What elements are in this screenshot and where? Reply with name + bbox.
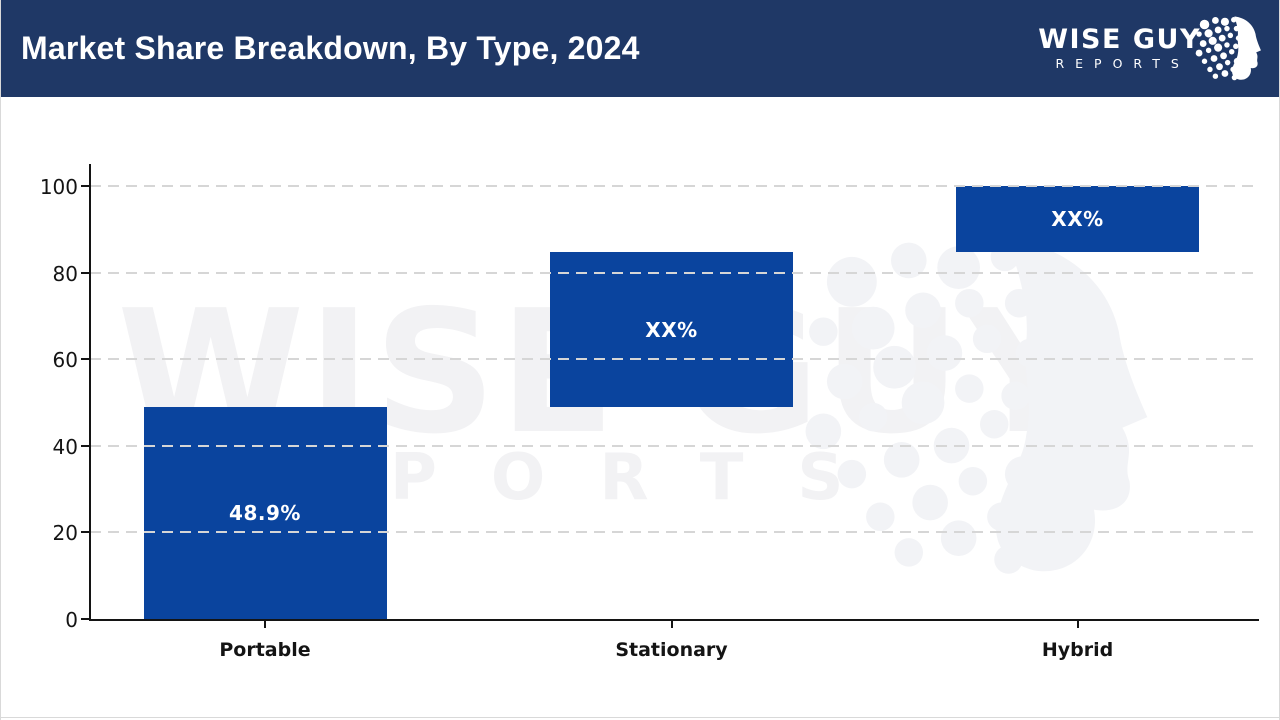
x-axis-spine: [89, 619, 1259, 621]
logo-text: WISE GUY REPORTS: [1038, 26, 1201, 71]
x-tick: [264, 621, 266, 628]
logo-wordmark: WISE GUY: [1038, 24, 1201, 56]
gridline: [90, 531, 1259, 534]
watermark-head-icon: [805, 239, 1148, 574]
y-axis-spine: [89, 164, 91, 621]
page-title: Market Share Breakdown, By Type, 2024: [21, 30, 640, 66]
y-tick-label: 0: [65, 608, 78, 632]
x-tick: [670, 621, 673, 628]
gridline: [90, 185, 1259, 187]
y-tick: [81, 618, 89, 620]
dotted-head-icon: [1195, 10, 1263, 88]
plot-area: 0 20 40 60 80 100 Portable Stationary Hybrid 48.9…: [1, 97, 1280, 717]
y-tick-label: 20: [52, 521, 78, 546]
bar: XX%: [956, 186, 1199, 252]
x-category-label: Hybrid: [1041, 639, 1114, 661]
x-category-label: Stationary: [615, 639, 728, 661]
x-tick: [1076, 621, 1079, 628]
gridline: [90, 271, 1259, 274]
bar: 48.9%: [143, 407, 387, 619]
y-tick-label: 100: [39, 175, 78, 199]
header-bar: Market Share Breakdown, By Type, 2024 WI…: [1, 0, 1279, 97]
y-tick-label: 60: [52, 348, 78, 373]
gridline: [90, 444, 1259, 447]
y-tick: [81, 531, 89, 534]
y-tick: [81, 444, 89, 447]
bar-value-label: XX%: [645, 317, 698, 342]
y-tick: [81, 185, 89, 187]
page-bottom-border: [1, 717, 1279, 718]
y-tick-label: 80: [52, 261, 78, 286]
y-tick: [81, 271, 89, 274]
y-tick-label: 40: [52, 434, 78, 459]
y-tick: [81, 358, 89, 361]
gridline: [90, 358, 1259, 361]
bar-value-label: XX%: [1051, 206, 1104, 231]
bar-value-label: 48.9%: [229, 501, 301, 526]
logo-subtitle: REPORTS: [1055, 56, 1190, 72]
x-category-label: Portable: [219, 639, 311, 661]
bar: XX%: [550, 251, 793, 408]
wiseguy-logo: WISE GUY REPORTS: [1038, 10, 1263, 88]
